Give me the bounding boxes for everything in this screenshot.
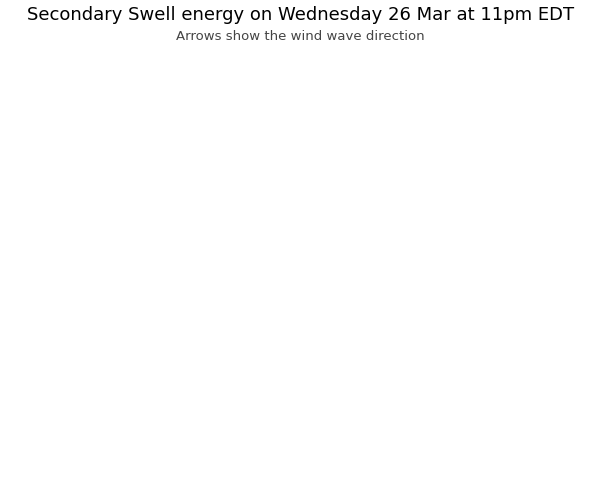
Text: cartopy not available: cartopy not available bbox=[197, 257, 404, 276]
Text: Arrows show the wind wave direction: Arrows show the wind wave direction bbox=[176, 30, 425, 43]
Text: Secondary Swell energy on Wednesday 26 Mar at 11pm EDT: Secondary Swell energy on Wednesday 26 M… bbox=[27, 6, 574, 24]
